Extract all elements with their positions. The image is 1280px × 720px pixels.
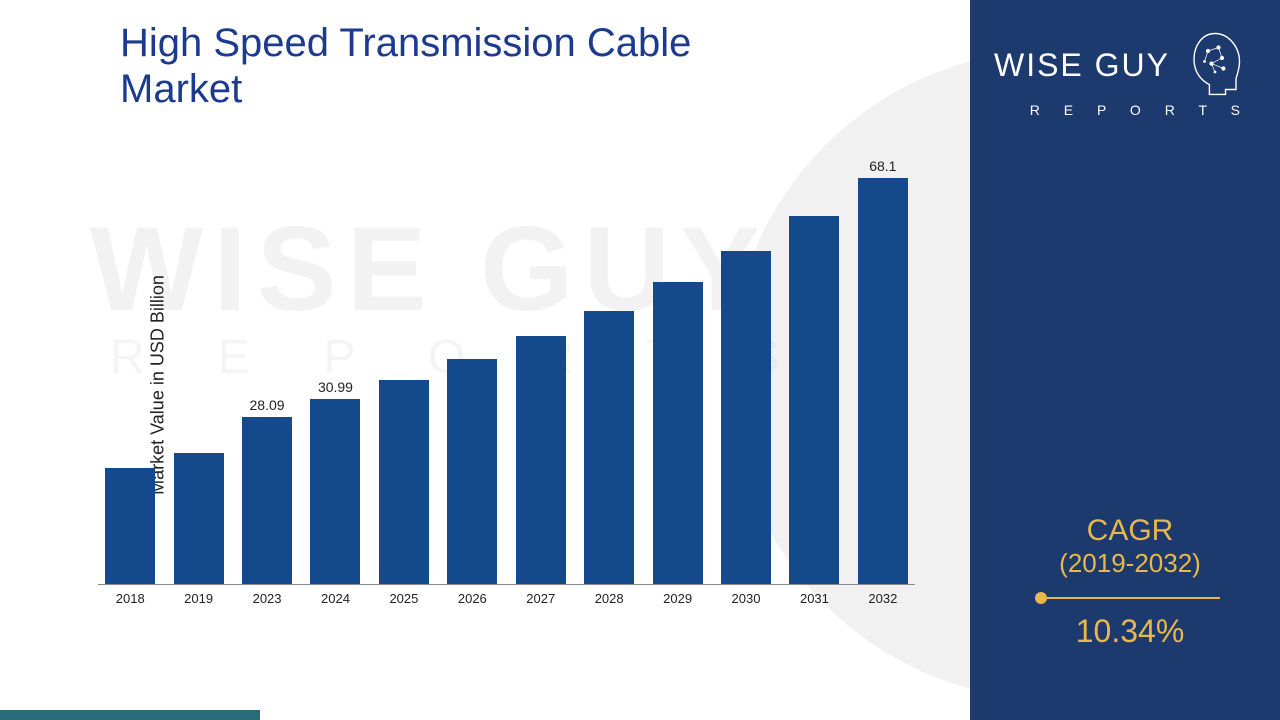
x-tick-label: 2026 xyxy=(446,585,498,615)
x-tick-label: 2032 xyxy=(857,585,909,615)
bar-value-label: 68.1 xyxy=(869,158,896,174)
bar-wrap xyxy=(104,155,156,584)
cagr-period: (2019-2032) xyxy=(1000,548,1260,579)
bar-wrap xyxy=(583,155,635,584)
bar-wrap: 30.99 xyxy=(309,155,361,584)
x-tick-label: 2018 xyxy=(104,585,156,615)
cagr-value: 10.34% xyxy=(1000,613,1260,650)
x-tick-label: 2031 xyxy=(788,585,840,615)
bar xyxy=(379,380,429,584)
bar-wrap xyxy=(515,155,567,584)
bar xyxy=(242,417,292,584)
x-tick-label: 2023 xyxy=(241,585,293,615)
bar-wrap: 68.1 xyxy=(857,155,909,584)
bar-wrap xyxy=(788,155,840,584)
bar xyxy=(653,282,703,584)
x-tick-label: 2024 xyxy=(309,585,361,615)
x-tick-label: 2029 xyxy=(651,585,703,615)
x-tick-label: 2025 xyxy=(378,585,430,615)
x-tick-label: 2030 xyxy=(720,585,772,615)
bar-wrap xyxy=(172,155,224,584)
bar xyxy=(174,453,224,584)
logo-text-main: WISE GUY xyxy=(994,47,1170,84)
bar-chart: Market Value in USD Billion 28.0930.9968… xyxy=(80,155,915,615)
cagr-title: CAGR xyxy=(1000,514,1260,548)
bar xyxy=(105,468,155,584)
x-tick-label: 2028 xyxy=(583,585,635,615)
chart-title: High Speed Transmission Cable Market xyxy=(120,20,760,112)
bottom-accent-bar xyxy=(0,710,260,720)
bar-wrap xyxy=(651,155,703,584)
cagr-block: CAGR (2019-2032) 10.34% xyxy=(1000,514,1260,650)
bars-container: 28.09 30.99 68.1 xyxy=(98,155,915,584)
bar xyxy=(516,336,566,584)
bar xyxy=(721,251,771,584)
bar-wrap xyxy=(378,155,430,584)
logo: WISE GUY R E P O R T S xyxy=(994,30,1250,118)
logo-text-sub: R E P O R T S xyxy=(994,102,1250,118)
bar-value-label: 28.09 xyxy=(250,397,285,413)
x-tick-label: 2027 xyxy=(515,585,567,615)
bar xyxy=(584,311,634,584)
plot-area: 28.09 30.99 68.1 xyxy=(98,155,915,585)
logo-head-icon xyxy=(1180,30,1250,100)
bar-wrap xyxy=(446,155,498,584)
bar xyxy=(447,359,497,584)
bar-wrap: 28.09 xyxy=(241,155,293,584)
bar-value-label: 30.99 xyxy=(318,379,353,395)
bar xyxy=(858,178,908,584)
bar xyxy=(789,216,839,584)
bar-wrap xyxy=(720,155,772,584)
x-tick-label: 2019 xyxy=(172,585,224,615)
x-axis-labels: 2018 2019 2023 2024 2025 2026 2027 2028 2029 2030… xyxy=(98,585,915,615)
cagr-divider xyxy=(1040,597,1220,599)
bar xyxy=(310,399,360,584)
